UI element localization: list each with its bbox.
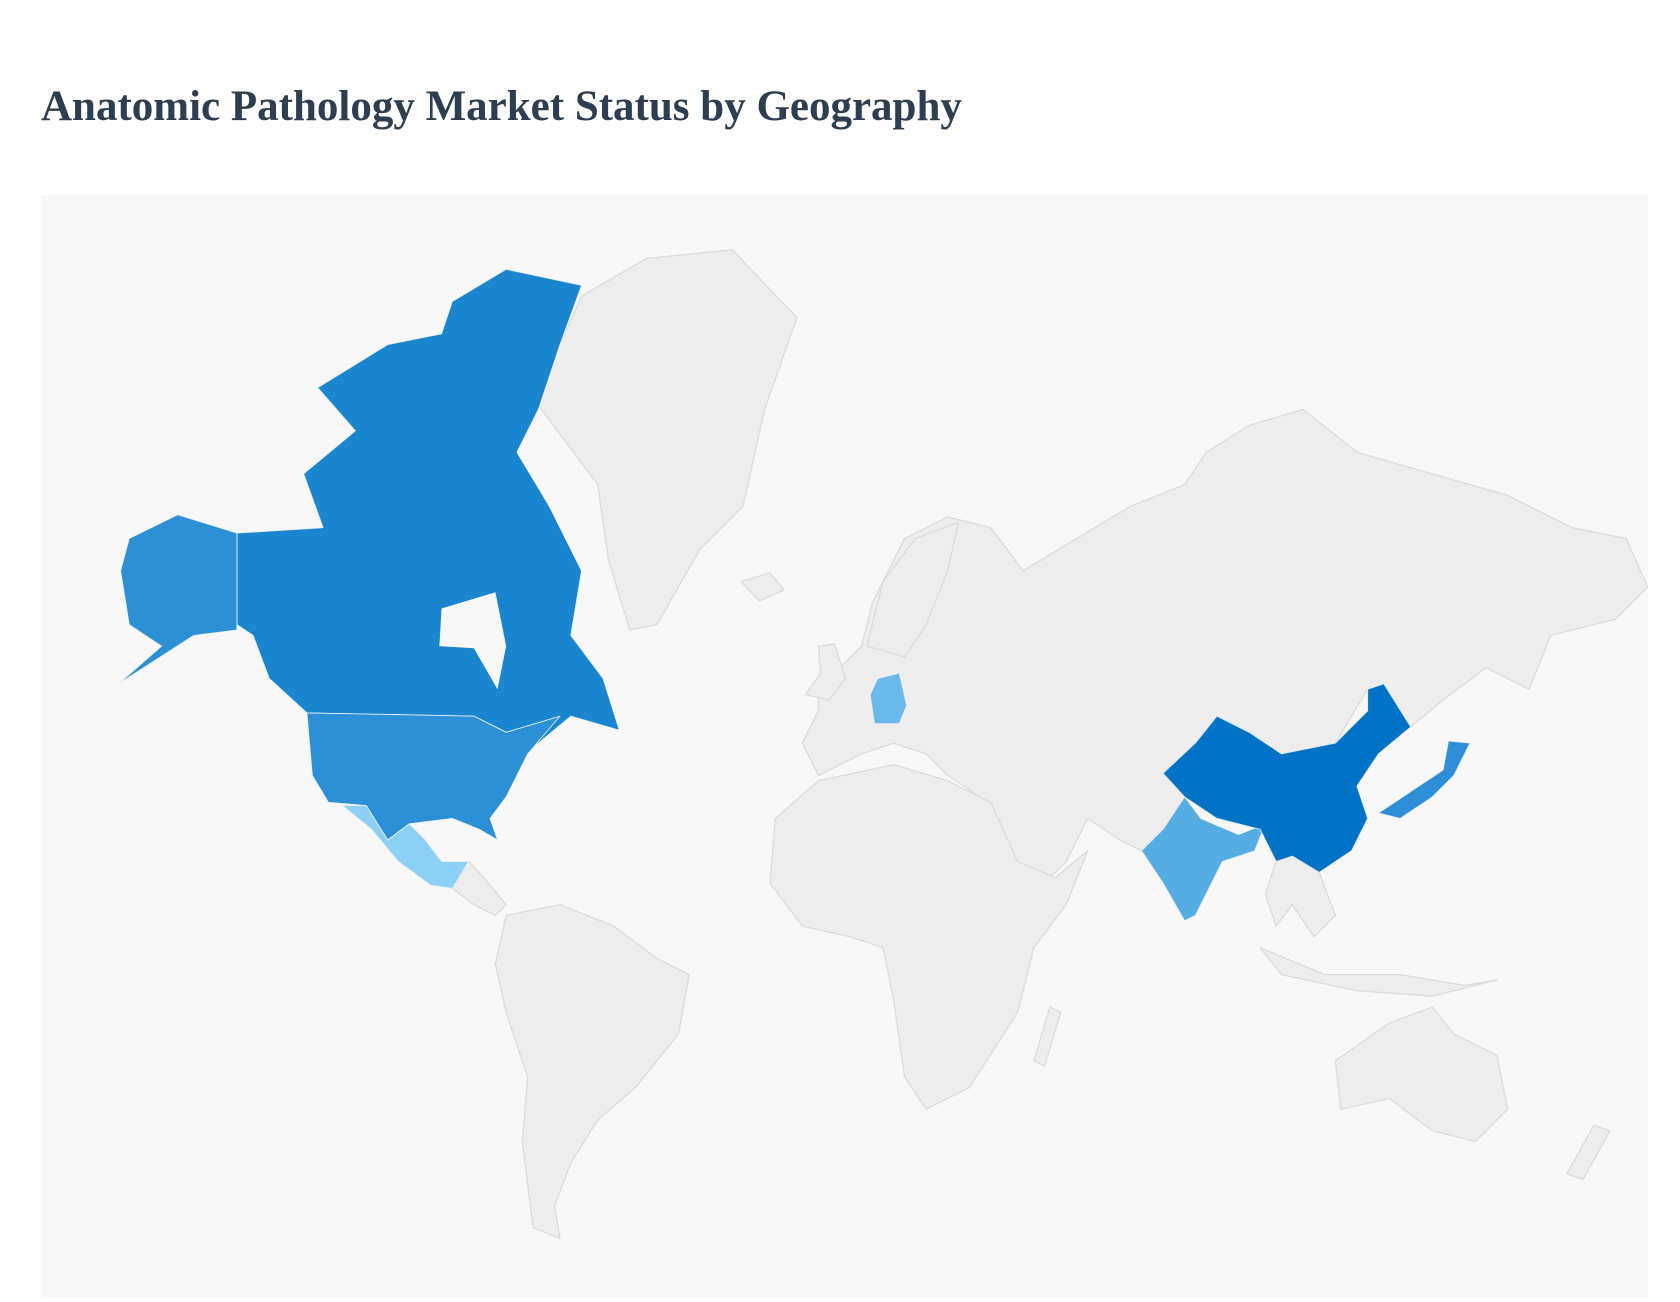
land-africa [769, 763, 1089, 1110]
region-india[interactable] [1141, 796, 1266, 922]
land-scandinavia [866, 521, 960, 658]
land-greenland [532, 249, 798, 631]
land-iceland [740, 572, 785, 602]
land-australia [1334, 1006, 1509, 1143]
page-title: Anatomic Pathology Market Status by Geog… [41, 83, 962, 130]
highlighted-regions [118, 268, 1471, 922]
land-south-america [494, 903, 690, 1240]
base-land [451, 249, 1649, 1240]
region-mexico[interactable] [342, 805, 469, 889]
land-indonesia [1259, 947, 1498, 997]
region-china[interactable] [1162, 683, 1412, 873]
region-usa[interactable] [306, 712, 561, 841]
region-alaska[interactable] [118, 514, 238, 685]
land-new-zealand [1566, 1124, 1611, 1180]
land-madagascar [1033, 1006, 1062, 1067]
region-germany[interactable] [869, 672, 908, 725]
region-japan[interactable] [1378, 740, 1471, 819]
land-uk [804, 643, 847, 701]
hudson-bay [439, 592, 507, 690]
